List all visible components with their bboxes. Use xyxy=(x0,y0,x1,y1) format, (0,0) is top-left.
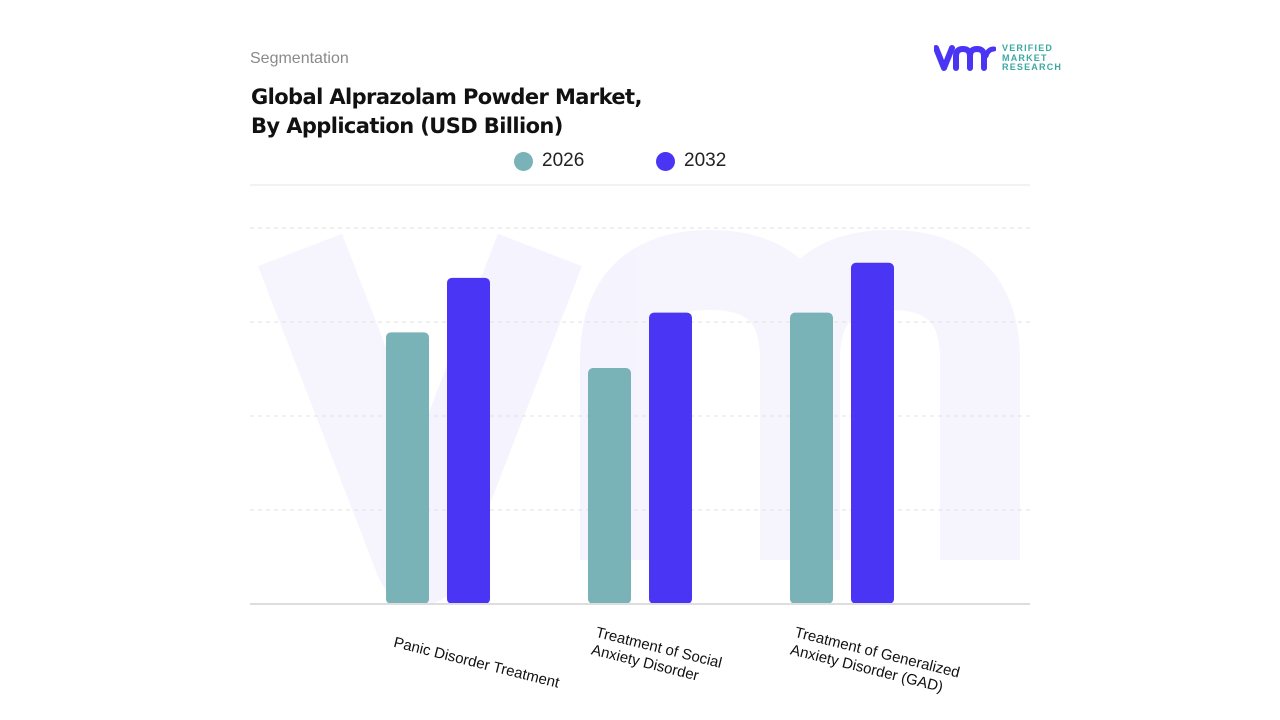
title-line-1: Global Alprazolam Powder Market, xyxy=(251,85,642,109)
bar-2026-0 xyxy=(386,332,429,604)
logo-line-2: MARKET xyxy=(1002,52,1048,63)
bar-2026-1 xyxy=(588,368,631,604)
legend-label-2026: 2026 xyxy=(542,150,585,171)
bar-2032-2 xyxy=(851,262,894,604)
logo-line-3: RESEARCH xyxy=(1002,62,1063,72)
vmr-logo: VERIFIED MARKET RESEARCH xyxy=(934,43,1063,73)
bar-2032-1 xyxy=(649,312,692,604)
vmr-logo-mark xyxy=(934,45,996,72)
legend-item-2026: 2026 xyxy=(514,150,584,172)
chart-title: Global Alprazolam Powder Market, By Appl… xyxy=(251,83,642,141)
legend-label-2032: 2032 xyxy=(684,150,727,171)
legend-swatch-2026 xyxy=(514,151,533,171)
logo-line-1: VERIFIED xyxy=(1002,43,1054,53)
legend-item-2032: 2032 xyxy=(656,150,726,172)
segment-label: Segmentation xyxy=(250,50,349,67)
legend-swatch-2032 xyxy=(656,151,675,171)
bar-2032-0 xyxy=(447,277,490,604)
title-line-2: By Application (USD Billion) xyxy=(251,114,563,138)
bar-2026-2 xyxy=(790,312,833,604)
